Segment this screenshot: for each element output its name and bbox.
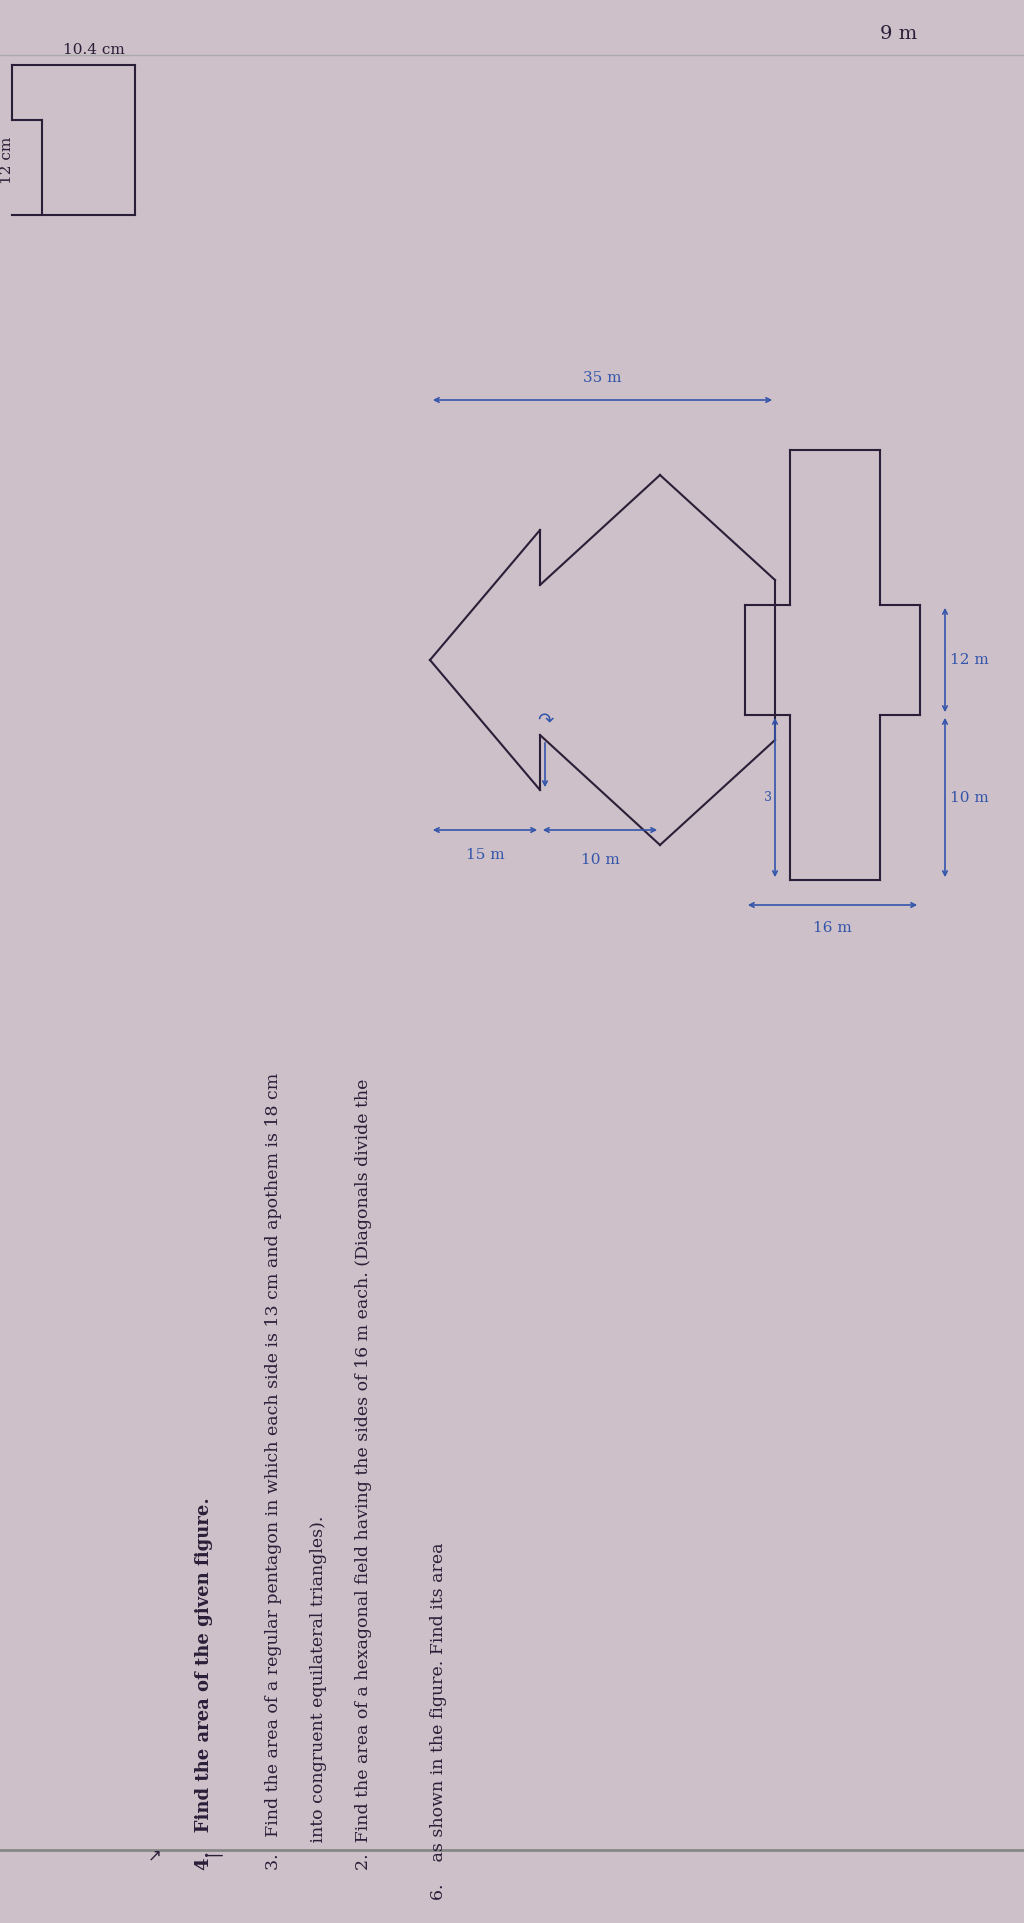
Text: 16 m: 16 m	[813, 921, 852, 935]
Text: ↷: ↷	[537, 710, 553, 729]
Text: 3: 3	[764, 790, 772, 804]
Text: 10 m: 10 m	[581, 854, 620, 867]
Text: 10.4 cm: 10.4 cm	[62, 42, 124, 58]
Text: ↗: ↗	[148, 1846, 162, 1863]
Text: 4.   Find the area of the given figure.: 4. Find the area of the given figure.	[195, 1498, 213, 1869]
Text: 12 m: 12 m	[950, 654, 989, 667]
Text: —: —	[207, 1846, 223, 1863]
Text: 35 m: 35 m	[584, 371, 622, 385]
Text: 15 m: 15 m	[466, 848, 504, 862]
Text: 10 m: 10 m	[950, 790, 989, 804]
Text: 3.   Find the area of a regular pentagon in which each side is 13 cm and apothem: 3. Find the area of a regular pentagon i…	[265, 1073, 282, 1869]
Text: into congruent equilateral triangles).: into congruent equilateral triangles).	[310, 1515, 327, 1869]
Text: 6.    as shown in the figure. Find its area: 6. as shown in the figure. Find its area	[430, 1542, 447, 1900]
Text: 9 m: 9 m	[880, 25, 918, 42]
Text: 2.  Find the area of a hexagonal field having the sides of 16 m each. (Diagonals: 2. Find the area of a hexagonal field ha…	[355, 1079, 372, 1869]
Text: 12 cm: 12 cm	[0, 137, 14, 183]
